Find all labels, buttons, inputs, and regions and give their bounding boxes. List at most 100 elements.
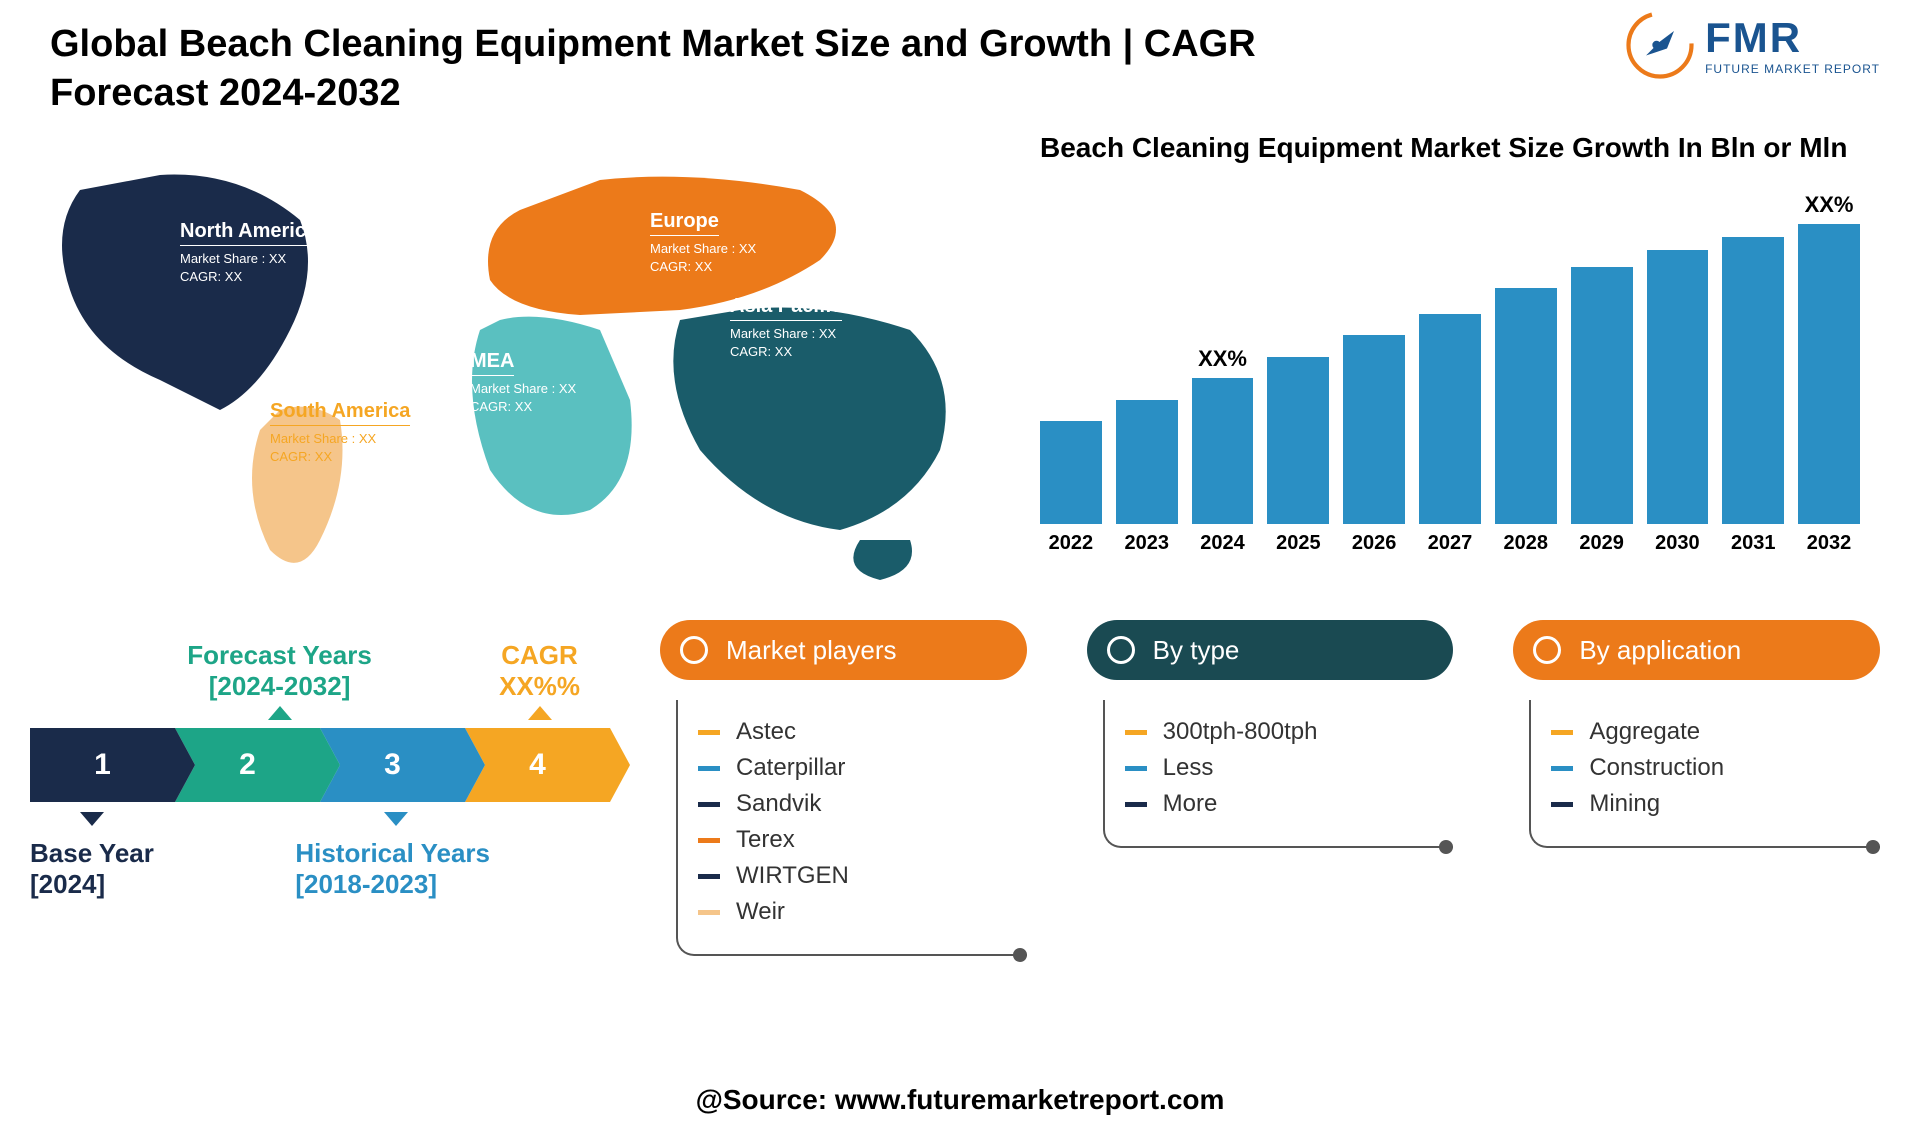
tick-icon [698,910,720,915]
region-name: South America [270,400,410,426]
region-north-america: North America Market Share : XX CAGR: XX [180,220,317,286]
bar [1267,357,1329,524]
category-column: By type 300tph-800tph Less More [1087,620,1454,956]
region-cagr: CAGR: XX [730,343,842,361]
bar-column: 2030 [1647,250,1709,555]
tick-icon [698,730,720,735]
bar-year-label: 2023 [1124,532,1169,555]
category-item-label: Less [1163,754,1214,782]
bar [1495,288,1557,524]
category-item: Mining [1551,786,1870,822]
bar-year-label: 2022 [1049,532,1094,555]
arrow-up-icon [528,706,552,720]
category-item-label: Construction [1589,754,1724,782]
bar-column: 2025 [1267,357,1329,555]
category-title: By application [1579,635,1741,666]
region-europe: Europe Market Share : XX CAGR: XX [650,210,756,276]
bar-percent-label: XX% [1805,192,1854,218]
region-cagr: CAGR: XX [470,398,576,416]
bar [1343,335,1405,524]
region-name: Europe [650,210,719,236]
historical-years-label: Historical Years [2018-2023] [295,838,490,900]
timeline-step: 2 [175,728,320,802]
bar-column: 2028 [1495,288,1557,555]
bar-year-label: 2027 [1428,532,1473,555]
region-share: Market Share : XX [180,250,317,268]
category-title: By type [1153,635,1240,666]
arrow-down-icon [80,812,104,826]
category-column: Market players Astec Caterpillar Sandvik Ter… [660,620,1027,956]
base-year-label: Base Year [2024] [30,838,154,900]
bar-column: 2031 [1722,237,1784,555]
bar [1571,267,1633,524]
region-share: Market Share : XX [730,325,842,343]
region-cagr: CAGR: XX [650,258,756,276]
tick-icon [1125,730,1147,735]
chart-bars: 2022 2023 XX% 2024 2025 2026 2027 2028 2029 2030 2… [1040,175,1860,555]
bullet-icon [680,636,708,664]
tick-icon [1125,766,1147,771]
bar-year-label: 2025 [1276,532,1321,555]
chevron-steps: 1234 [30,728,610,802]
category-item: Caterpillar [698,750,1017,786]
region-cagr: CAGR: XX [270,448,410,466]
bar-column: XX% 2032 [1798,192,1860,555]
tick-icon [698,874,720,879]
years-timeline: Forecast Years [2024-2032] CAGR XX%% 123… [30,640,610,900]
category-item-label: 300tph-800tph [1163,718,1318,746]
category-pill: By type [1087,620,1454,680]
category-title: Market players [726,635,897,666]
region-cagr: CAGR: XX [180,268,317,286]
region-asia-pacific: Asia Pacific Market Share : XX CAGR: XX [730,295,842,361]
category-item-label: Caterpillar [736,754,845,782]
category-columns: Market players Astec Caterpillar Sandvik Ter… [660,620,1880,956]
bar-column: 2022 [1040,421,1102,555]
bar-column: XX% 2024 [1192,346,1254,555]
category-items: AstecCaterpillarSandvikTerexWIRTGENWeir [676,700,1027,956]
arrow-down-icon [384,812,408,826]
world-map: North America Market Share : XX CAGR: XX… [40,150,1000,590]
bar-column: 2029 [1571,267,1633,555]
bar-column: 2027 [1419,314,1481,555]
timeline-step: 1 [30,728,175,802]
tick-icon [698,838,720,843]
bar-year-label: 2030 [1655,532,1700,555]
category-item-label: Astec [736,718,796,746]
tick-icon [1551,730,1573,735]
tick-icon [698,802,720,807]
region-share: Market Share : XX [470,380,576,398]
bar-year-label: 2024 [1200,532,1245,555]
category-item: Less [1125,750,1444,786]
category-item-label: Mining [1589,790,1660,818]
region-mea: MEA Market Share : XX CAGR: XX [470,350,576,416]
region-name: North America [180,220,317,246]
tick-icon [1551,766,1573,771]
category-item-label: Terex [736,826,795,854]
category-item-label: Sandvik [736,790,821,818]
category-item: Weir [698,894,1017,930]
timeline-step: 4 [465,728,610,802]
category-pill: Market players [660,620,1027,680]
bar [1192,378,1254,524]
category-item-label: Aggregate [1589,718,1700,746]
category-items: 300tph-800tph Less More [1103,700,1454,848]
bar-percent-label: XX% [1198,346,1247,372]
region-share: Market Share : XX [650,240,756,258]
bar-column: 2023 [1116,400,1178,555]
category-item: Astec [698,714,1017,750]
bar-year-label: 2028 [1504,532,1549,555]
arrow-up-icon [268,706,292,720]
category-item: Construction [1551,750,1870,786]
bullet-icon [1533,636,1561,664]
bar-year-label: 2026 [1352,532,1397,555]
bar [1798,224,1860,524]
cagr-label: CAGR XX%% [499,640,580,720]
page-title: Global Beach Cleaning Equipment Market S… [50,20,1350,119]
forecast-label: Forecast Years [2024-2032] [187,640,372,720]
category-item-label: More [1163,790,1218,818]
tick-icon [1551,802,1573,807]
bar [1647,250,1709,524]
bar [1040,421,1102,524]
tick-icon [698,766,720,771]
bar-year-label: 2032 [1807,532,1852,555]
